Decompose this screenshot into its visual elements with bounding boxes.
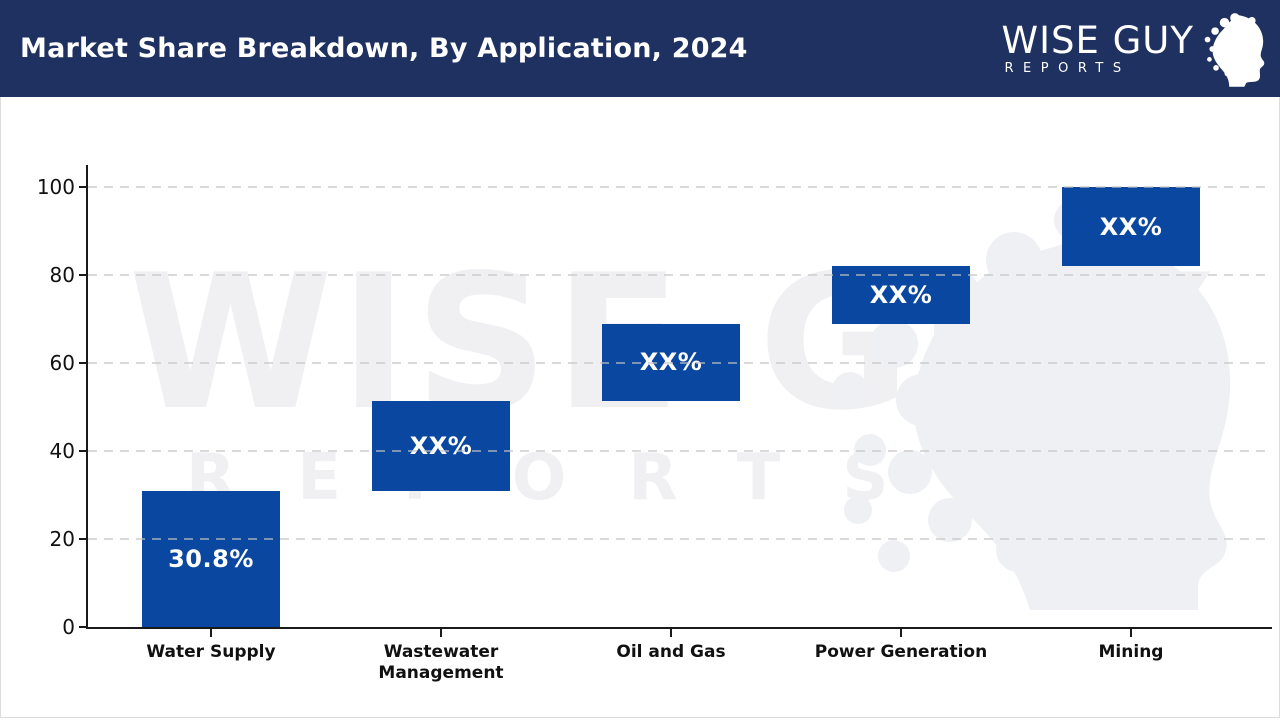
bar-value-label: XX% xyxy=(869,281,933,309)
y-tick-label: 40 xyxy=(49,439,75,463)
bar-water-supply: 30.8% xyxy=(142,491,280,627)
y-tick xyxy=(79,362,87,364)
y-tick xyxy=(79,450,87,452)
bar-value-label: 30.8% xyxy=(168,545,254,574)
x-category-label: Oil and Gas xyxy=(616,642,726,662)
x-category-label: Water Supply xyxy=(146,642,276,662)
bar-wastewater-management: XX% xyxy=(372,400,510,492)
y-tick-label: 100 xyxy=(36,175,75,199)
y-tick-label: 60 xyxy=(49,351,75,375)
x-tick xyxy=(440,629,442,637)
x-category-label: Mining xyxy=(1098,642,1164,662)
gridline-20 xyxy=(88,538,1272,540)
gridline-40 xyxy=(88,450,1272,452)
y-tick-label: 80 xyxy=(49,263,75,287)
gridline-100 xyxy=(88,186,1272,188)
y-axis-spine xyxy=(86,165,88,629)
y-tick-label: 20 xyxy=(49,527,75,551)
watermark-subtext: REPORTS xyxy=(186,441,951,515)
y-tick xyxy=(79,274,87,276)
bar-mining: XX% xyxy=(1062,187,1200,267)
header-bar: Market Share Breakdown, By Application, … xyxy=(0,0,1280,97)
gridline-60 xyxy=(88,362,1272,364)
x-tick xyxy=(1130,629,1132,637)
logo-sub-text: REPORTS xyxy=(1004,61,1131,76)
bar-value-label: XX% xyxy=(1099,212,1163,241)
y-tick xyxy=(79,626,87,628)
wise-guy-logo: WISE GUY REPORTS xyxy=(1002,11,1266,87)
y-tick xyxy=(79,538,87,540)
bar-value-label: XX% xyxy=(409,432,473,461)
logo-head-icon xyxy=(1204,12,1265,87)
logo-brand-text: WISE GUY xyxy=(1001,19,1194,62)
x-tick xyxy=(670,629,672,637)
x-category-label: Wastewater Management xyxy=(378,642,504,683)
y-tick xyxy=(79,186,87,188)
x-tick xyxy=(900,629,902,637)
y-tick-label: 0 xyxy=(62,615,75,639)
x-axis-spine xyxy=(86,627,1272,629)
gridline-80 xyxy=(88,274,1272,276)
chart-title: Market Share Breakdown, By Application, … xyxy=(20,33,748,64)
x-category-label: Power Generation xyxy=(814,642,988,662)
x-tick xyxy=(210,629,212,637)
